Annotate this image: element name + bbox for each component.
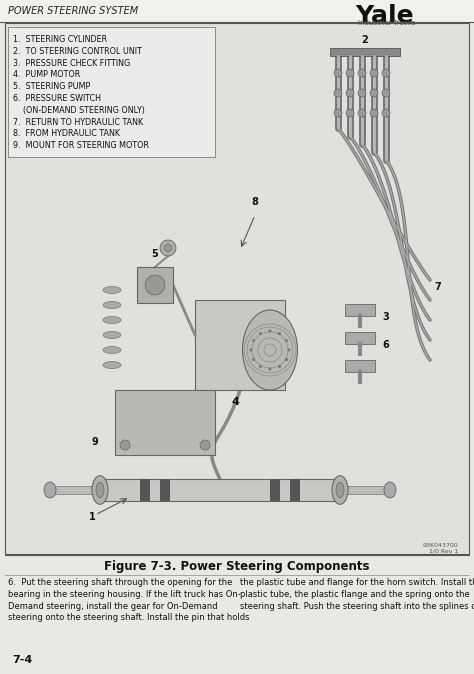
Ellipse shape <box>103 301 121 309</box>
Text: Figure 7-3. Power Steering Components: Figure 7-3. Power Steering Components <box>104 560 370 573</box>
Ellipse shape <box>384 482 396 498</box>
Bar <box>195 300 285 390</box>
Circle shape <box>346 89 354 97</box>
Bar <box>8 27 215 157</box>
Circle shape <box>382 109 390 117</box>
Text: 2: 2 <box>362 35 368 45</box>
Ellipse shape <box>92 476 108 504</box>
Ellipse shape <box>336 483 344 497</box>
Text: 4.  PUMP MOTOR: 4. PUMP MOTOR <box>13 70 80 80</box>
Circle shape <box>382 89 390 97</box>
Bar <box>345 304 375 316</box>
Circle shape <box>249 348 253 352</box>
Text: 9: 9 <box>91 437 99 447</box>
Circle shape <box>358 69 366 77</box>
Bar <box>0 0 474 22</box>
Circle shape <box>145 275 165 295</box>
Text: 2.  TO STEERING CONTROL UNIT: 2. TO STEERING CONTROL UNIT <box>13 47 142 56</box>
Text: 7: 7 <box>435 282 441 292</box>
Text: 7.  RETURN TO HYDRAULIC TANK: 7. RETURN TO HYDRAULIC TANK <box>13 117 143 127</box>
Circle shape <box>370 109 378 117</box>
Circle shape <box>346 69 354 77</box>
Text: 1: 1 <box>89 512 95 522</box>
Text: 7-4: 7-4 <box>12 655 32 665</box>
Bar <box>140 479 150 501</box>
Ellipse shape <box>96 483 104 497</box>
Text: the plastic tube and flange for the horn switch. Install the
plastic tube, the p: the plastic tube and flange for the horn… <box>240 578 474 611</box>
Text: 6: 6 <box>382 340 389 350</box>
Bar <box>330 48 400 56</box>
Circle shape <box>252 358 255 361</box>
Bar <box>160 479 170 501</box>
Circle shape <box>358 109 366 117</box>
Ellipse shape <box>103 346 121 353</box>
Circle shape <box>200 440 210 450</box>
Text: (ON-DEMAND STEERING ONLY): (ON-DEMAND STEERING ONLY) <box>13 106 145 115</box>
Circle shape <box>358 89 366 97</box>
Text: 9.  MOUNT FOR STEERING MOTOR: 9. MOUNT FOR STEERING MOTOR <box>13 141 149 150</box>
Circle shape <box>288 348 291 352</box>
Ellipse shape <box>103 317 121 324</box>
Circle shape <box>334 69 342 77</box>
Circle shape <box>334 89 342 97</box>
Circle shape <box>382 69 390 77</box>
Circle shape <box>259 365 262 368</box>
Circle shape <box>278 332 281 335</box>
Text: 6.  Put the steering shaft through the opening for the
bearing in the steering h: 6. Put the steering shaft through the op… <box>8 578 249 622</box>
Text: POWER STEERING SYSTEM: POWER STEERING SYSTEM <box>8 6 138 16</box>
Circle shape <box>370 69 378 77</box>
Bar <box>137 267 173 303</box>
Text: Industrial Trucks: Industrial Trucks <box>358 20 415 26</box>
Bar <box>270 479 280 501</box>
Text: 3: 3 <box>382 312 389 322</box>
Text: 5: 5 <box>152 249 158 259</box>
Text: Yale: Yale <box>355 4 414 28</box>
Text: 1.  STEERING CYLINDER: 1. STEERING CYLINDER <box>13 35 107 44</box>
Circle shape <box>268 367 272 371</box>
Circle shape <box>259 332 262 335</box>
Ellipse shape <box>103 361 121 369</box>
Bar <box>290 479 300 501</box>
Ellipse shape <box>44 482 56 498</box>
Bar <box>50 486 105 494</box>
Text: 5.  STEERING PUMP: 5. STEERING PUMP <box>13 82 90 91</box>
Circle shape <box>346 109 354 117</box>
Ellipse shape <box>103 332 121 338</box>
Text: 93K043700
1/0 Rev 1: 93K043700 1/0 Rev 1 <box>422 543 458 554</box>
Bar <box>5 23 469 554</box>
Ellipse shape <box>103 286 121 293</box>
Circle shape <box>120 440 130 450</box>
Circle shape <box>164 244 172 252</box>
Circle shape <box>160 240 176 256</box>
Circle shape <box>268 330 272 332</box>
Circle shape <box>285 358 288 361</box>
Bar <box>345 360 375 372</box>
Circle shape <box>285 339 288 342</box>
Bar <box>100 479 340 501</box>
Text: 3.  PRESSURE CHECK FITTING: 3. PRESSURE CHECK FITTING <box>13 59 130 67</box>
Text: 8.  FROM HYDRAULIC TANK: 8. FROM HYDRAULIC TANK <box>13 129 120 138</box>
Bar <box>115 390 215 455</box>
Text: 6.  PRESSURE SWITCH: 6. PRESSURE SWITCH <box>13 94 101 103</box>
Circle shape <box>334 109 342 117</box>
Text: 4: 4 <box>231 397 239 407</box>
Circle shape <box>252 339 255 342</box>
Ellipse shape <box>332 476 348 504</box>
Circle shape <box>278 365 281 368</box>
Ellipse shape <box>243 310 298 390</box>
Text: 8: 8 <box>252 197 258 207</box>
Circle shape <box>370 89 378 97</box>
Bar <box>335 486 390 494</box>
Bar <box>345 332 375 344</box>
